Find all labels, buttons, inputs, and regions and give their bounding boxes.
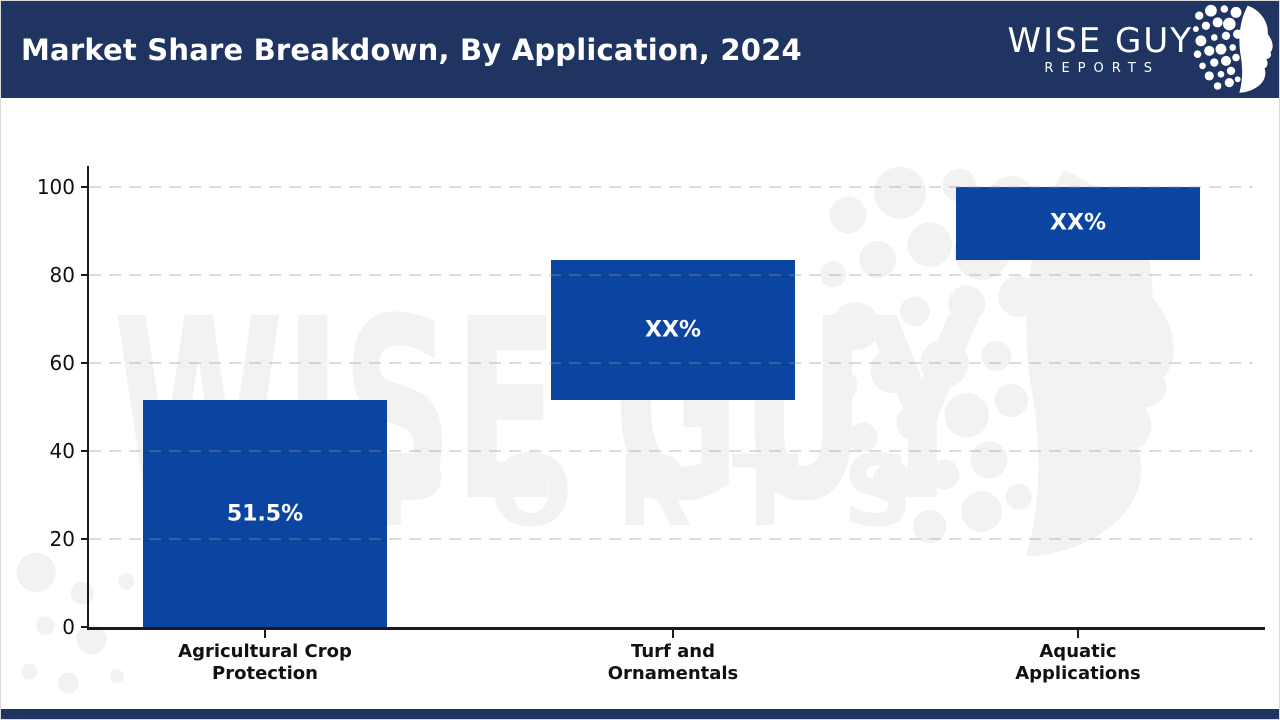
- bar-value-label-1: 51.5%: [226, 501, 304, 527]
- x-axis: [87, 627, 1265, 630]
- x-tick-2: [672, 630, 674, 638]
- x-category-label-2: Turf and Ornamentals: [607, 641, 739, 684]
- x-tick-3: [1077, 630, 1079, 638]
- gridline-80: [89, 274, 1253, 276]
- y-axis: [87, 166, 89, 630]
- logo-subtext: REPORTS: [1044, 60, 1161, 76]
- y-tick-label-20: 20: [49, 527, 75, 551]
- y-tick-label-100: 100: [36, 175, 75, 199]
- gridline-40: [89, 450, 1253, 452]
- header-bar: Market Share Breakdown, By Application, …: [1, 1, 1279, 98]
- gridline-20: [89, 538, 1253, 540]
- bar-2: [551, 259, 795, 401]
- y-tick-80: [81, 274, 89, 276]
- x-category-label-3: Aquatic Applications: [1015, 641, 1141, 684]
- chart-title: Market Share Breakdown, By Application, …: [21, 32, 802, 67]
- wiseguy-logo: WISE GUY REPORTS: [1007, 4, 1279, 96]
- x-category-label-1: Agricultural Crop Protection: [178, 641, 352, 684]
- y-tick-label-40: 40: [49, 439, 75, 463]
- bar-value-label-2: XX%: [645, 317, 701, 343]
- y-tick-60: [81, 362, 89, 364]
- gridline-100: [89, 186, 1253, 188]
- x-tick-1: [264, 630, 266, 638]
- footer-bar: [1, 709, 1279, 719]
- bar-value-label-3: XX%: [1050, 210, 1106, 236]
- wiseguy-head-icon: [1192, 4, 1273, 93]
- y-tick-100: [81, 186, 89, 188]
- gridline-60: [89, 362, 1253, 364]
- bar-1: [143, 400, 387, 627]
- y-tick-label-60: 60: [49, 351, 75, 375]
- y-tick-label-80: 80: [49, 263, 75, 287]
- y-tick-40: [81, 450, 89, 452]
- logo-wordmark: WISE GUY: [1007, 20, 1193, 61]
- y-tick-20: [81, 538, 89, 540]
- y-tick-label-0: 0: [62, 615, 75, 639]
